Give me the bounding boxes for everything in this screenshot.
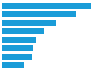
Bar: [2, 54, 32, 60]
Bar: [2, 62, 24, 68]
Bar: [2, 37, 36, 43]
Bar: [2, 45, 33, 51]
Bar: [2, 20, 56, 26]
Bar: [2, 3, 91, 9]
Bar: [2, 11, 76, 17]
Bar: [2, 28, 44, 34]
